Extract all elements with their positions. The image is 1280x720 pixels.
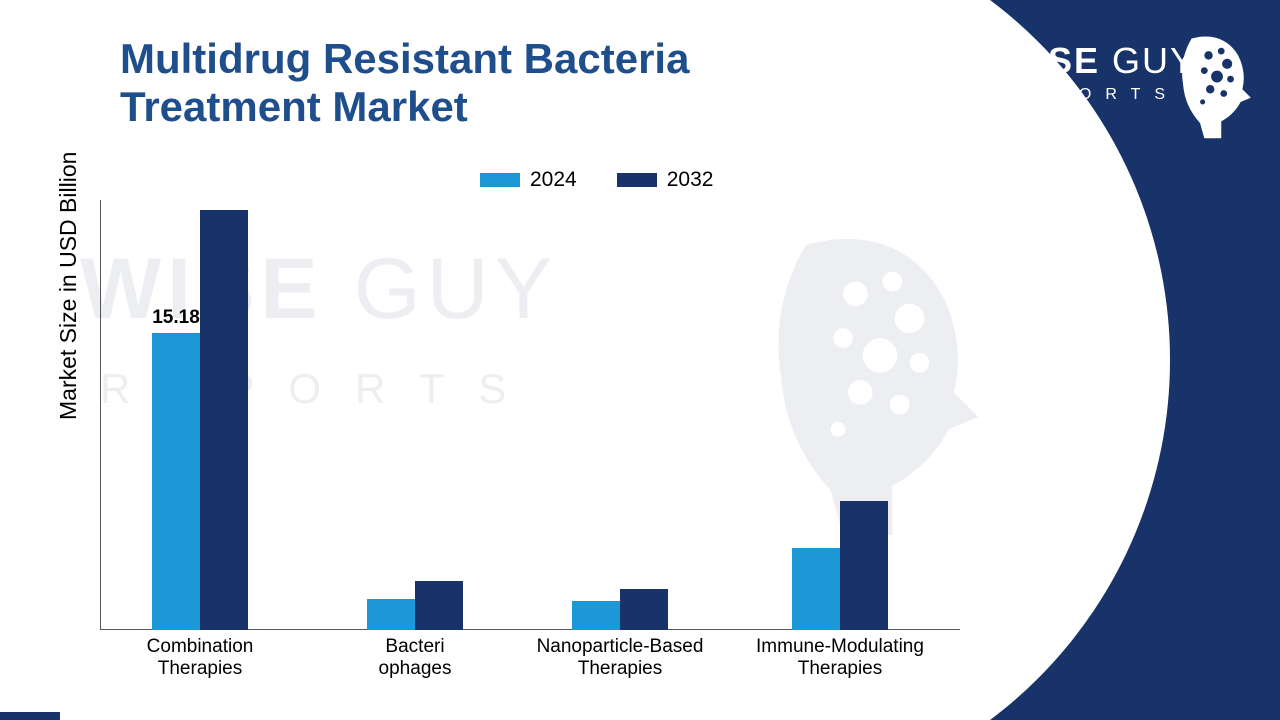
- bar: [572, 601, 620, 630]
- legend-item: 2024: [480, 168, 577, 192]
- logo-wise: WISE: [1000, 40, 1100, 81]
- logo-head-icon: [1172, 30, 1262, 140]
- y-axis-line: [100, 200, 101, 630]
- legend-swatch: [617, 173, 657, 187]
- bar: [792, 548, 840, 630]
- legend-label: 2024: [530, 168, 577, 192]
- bar: [152, 333, 200, 630]
- legend-item: 2032: [617, 168, 714, 192]
- bar: [415, 581, 463, 630]
- chart-stage: WISE GUY REPORTS Multidrug Resistant Bac…: [0, 0, 1280, 720]
- category-label: Bacteri ophages: [355, 636, 475, 680]
- category-labels: Combination Therapies Bacteri ophages Nano…: [100, 630, 960, 690]
- legend-swatch: [480, 173, 520, 187]
- bottom-accent: [0, 712, 60, 720]
- y-axis-label: Market Size in USD Billion: [55, 152, 82, 420]
- bar: [200, 210, 248, 630]
- category-label: Immune-Modulating Therapies: [725, 636, 955, 680]
- bar: [840, 501, 888, 630]
- legend-label: 2032: [667, 168, 714, 192]
- chart-title: Multidrug Resistant Bacteria Treatment M…: [120, 35, 820, 132]
- bar-value-label: 15.18: [146, 307, 206, 329]
- plot-area: 15.18: [100, 200, 960, 630]
- brand-logo: WISE GUY REPORTS: [1000, 30, 1250, 140]
- logo-sub: REPORTS: [1004, 86, 1179, 104]
- legend: 2024 2032: [480, 168, 713, 192]
- category-label: Combination Therapies: [110, 636, 290, 680]
- bar: [367, 599, 415, 630]
- bar: [620, 589, 668, 630]
- category-label: Nanoparticle-Based Therapies: [505, 636, 735, 680]
- logo-main: WISE GUY: [1000, 40, 1196, 82]
